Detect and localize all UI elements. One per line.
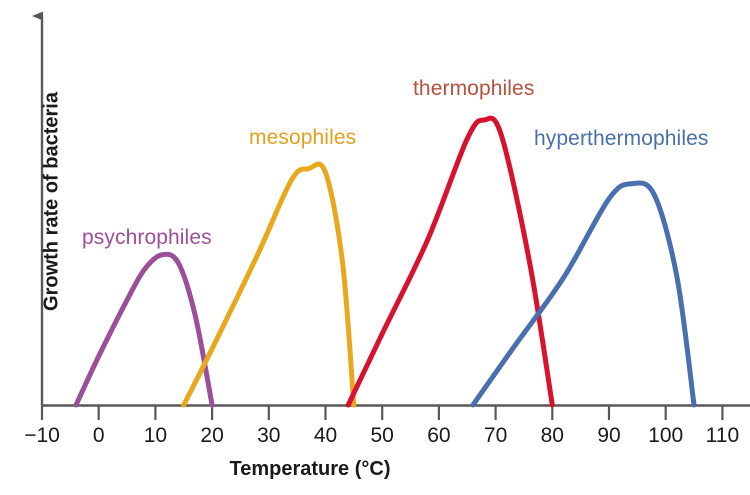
y-axis-title: Growth rate of bacteria [40, 92, 63, 311]
curve-label-thermophiles: thermophiles [413, 77, 535, 100]
x-tick-label: 20 [200, 424, 224, 447]
x-tick-label: 50 [370, 424, 394, 447]
x-tick-label: 10 [143, 424, 168, 447]
x-tick-label: 90 [597, 424, 621, 447]
x-tick-label: 0 [92, 424, 105, 447]
chart-curves [73, 115, 697, 408]
curve-label-hyperthermophiles: hyperthermophiles [534, 127, 709, 150]
curve-label-psychrophiles: psychrophiles [82, 226, 212, 249]
curve-thermophiles [345, 115, 555, 408]
x-tick-label: 100 [648, 424, 684, 447]
x-tick-label: 80 [540, 424, 564, 447]
x-axis-title: Temperature (°C) [229, 458, 391, 480]
x-tick-label: −10 [24, 424, 60, 447]
x-tick-label: 70 [483, 424, 508, 447]
x-tick-label: 60 [427, 424, 451, 447]
x-axis-ticks [40, 405, 724, 420]
curve-psychrophiles [73, 251, 215, 408]
curve-label-mesophiles: mesophiles [249, 126, 357, 149]
x-tick-label: 110 [705, 424, 740, 447]
curve-mesophiles [181, 161, 357, 408]
x-tick-label: 30 [257, 424, 281, 447]
curve-hyperthermophiles [470, 180, 697, 408]
x-tick-label: 40 [313, 424, 338, 447]
